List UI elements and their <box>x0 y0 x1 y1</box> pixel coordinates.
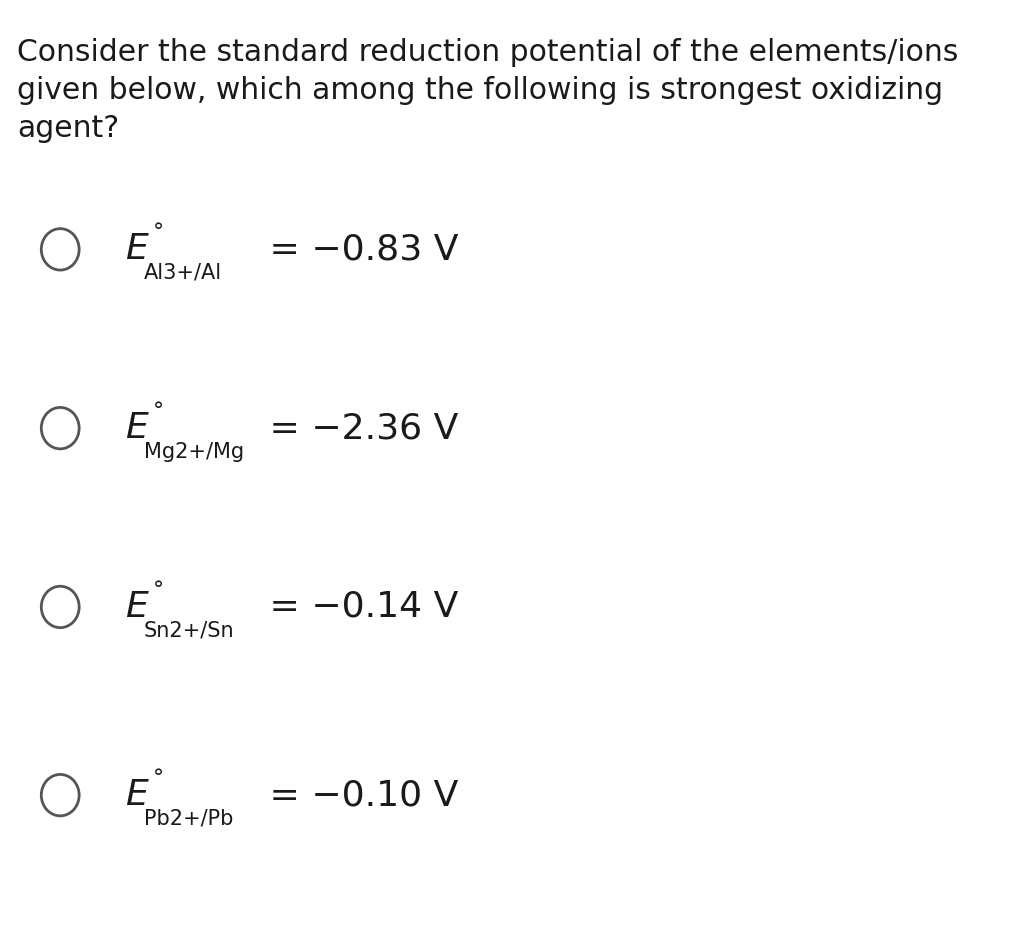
Text: °: ° <box>154 768 164 789</box>
Text: °: ° <box>154 222 164 243</box>
Text: Pb2+/Pb: Pb2+/Pb <box>143 808 233 829</box>
Text: °: ° <box>154 580 164 600</box>
Text: = −0.14 V: = −0.14 V <box>258 590 459 624</box>
Text: E: E <box>125 232 147 266</box>
Text: Consider the standard reduction potential of the elements/ions
given below, whic: Consider the standard reduction potentia… <box>17 38 958 143</box>
Text: = −2.36 V: = −2.36 V <box>258 411 459 445</box>
Text: E: E <box>125 411 147 445</box>
Text: E: E <box>125 778 147 812</box>
Text: °: ° <box>154 401 164 422</box>
Text: E: E <box>125 590 147 624</box>
Text: = −0.83 V: = −0.83 V <box>258 232 459 266</box>
Text: Al3+/Al: Al3+/Al <box>143 263 222 283</box>
Text: Sn2+/Sn: Sn2+/Sn <box>143 620 234 641</box>
Text: Mg2+/Mg: Mg2+/Mg <box>143 441 244 462</box>
Text: = −0.10 V: = −0.10 V <box>258 778 459 812</box>
